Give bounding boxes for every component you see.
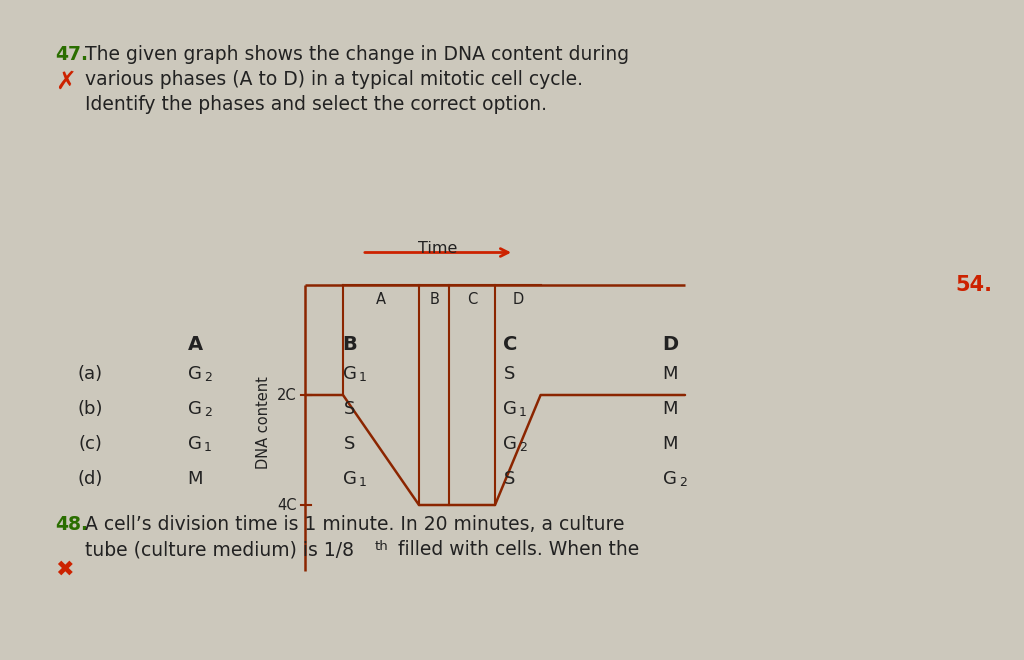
Text: G: G — [188, 400, 202, 418]
Text: G: G — [188, 365, 202, 383]
Text: M: M — [663, 435, 678, 453]
Text: A: A — [376, 292, 386, 306]
Text: G: G — [343, 365, 357, 383]
Text: 48.: 48. — [55, 515, 88, 534]
Text: S: S — [504, 470, 516, 488]
Text: D: D — [662, 335, 678, 354]
Text: 2: 2 — [679, 476, 687, 489]
Text: 2C: 2C — [278, 387, 297, 403]
Text: C: C — [467, 292, 477, 306]
Text: 54.: 54. — [955, 275, 992, 295]
Text: (a): (a) — [78, 365, 102, 383]
Text: th: th — [375, 540, 389, 553]
Text: 1: 1 — [359, 476, 367, 489]
Text: 2: 2 — [519, 441, 527, 454]
Text: 47.: 47. — [55, 45, 88, 64]
Text: G: G — [503, 400, 517, 418]
Text: S: S — [504, 365, 516, 383]
Text: (d): (d) — [78, 470, 102, 488]
Text: Time: Time — [419, 241, 458, 256]
Text: various phases (A to D) in a typical mitotic cell cycle.: various phases (A to D) in a typical mit… — [85, 70, 583, 89]
Text: 1: 1 — [204, 441, 212, 454]
Text: A: A — [187, 335, 203, 354]
Text: B: B — [343, 335, 357, 354]
Text: S: S — [344, 435, 355, 453]
Text: D: D — [512, 292, 523, 306]
Text: (c): (c) — [78, 435, 102, 453]
Text: The given graph shows the change in DNA content during: The given graph shows the change in DNA … — [85, 45, 629, 64]
Text: C: C — [503, 335, 517, 354]
Text: G: G — [343, 470, 357, 488]
Text: S: S — [344, 400, 355, 418]
Text: 1: 1 — [519, 406, 527, 419]
Text: 4C: 4C — [278, 498, 297, 513]
Text: 2: 2 — [204, 371, 212, 384]
Text: G: G — [503, 435, 517, 453]
Text: G: G — [664, 470, 677, 488]
Text: G: G — [188, 435, 202, 453]
Text: ✖: ✖ — [55, 560, 74, 580]
Text: tube (culture medium) is 1/8: tube (culture medium) is 1/8 — [85, 540, 354, 559]
Text: Identify the phases and select the correct option.: Identify the phases and select the corre… — [85, 95, 547, 114]
Text: M: M — [663, 400, 678, 418]
Text: M: M — [187, 470, 203, 488]
Text: 2: 2 — [204, 406, 212, 419]
Text: ✗: ✗ — [55, 70, 76, 94]
Text: A cell’s division time is 1 minute. In 20 minutes, a culture: A cell’s division time is 1 minute. In 2… — [85, 515, 625, 534]
Text: B: B — [429, 292, 439, 306]
Text: (b): (b) — [77, 400, 102, 418]
Text: M: M — [663, 365, 678, 383]
Text: DNA content: DNA content — [256, 376, 270, 469]
Text: filled with cells. When the: filled with cells. When the — [392, 540, 639, 559]
Text: 1: 1 — [359, 371, 367, 384]
